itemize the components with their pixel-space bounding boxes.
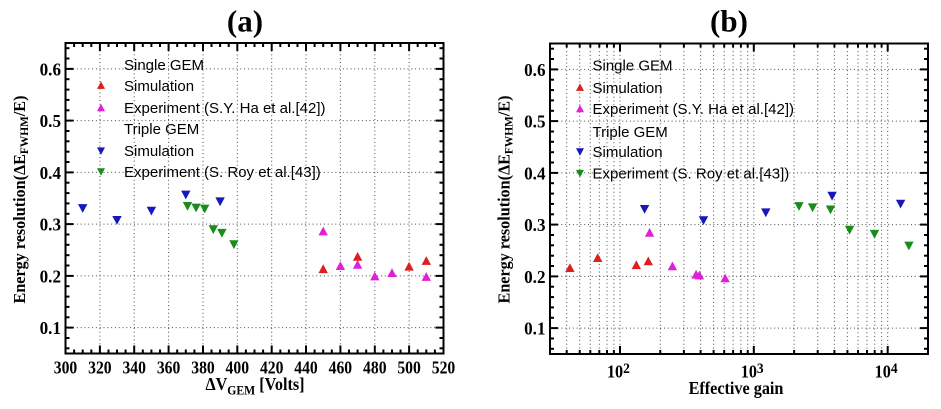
svg-text:Simulation: Simulation bbox=[593, 144, 663, 161]
svg-text:Experiment (S. Roy et al.[43]): Experiment (S. Roy et al.[43]) bbox=[124, 164, 321, 181]
svg-text:420: 420 bbox=[260, 357, 283, 377]
svg-text:480: 480 bbox=[363, 357, 386, 377]
svg-text:0.1: 0.1 bbox=[524, 318, 545, 339]
svg-text:0.1: 0.1 bbox=[40, 318, 61, 339]
svg-text:500: 500 bbox=[397, 357, 420, 377]
svg-text:Triple GEM: Triple GEM bbox=[593, 124, 668, 141]
svg-text:380: 380 bbox=[191, 357, 214, 377]
svg-text:460: 460 bbox=[329, 357, 352, 377]
svg-text:320: 320 bbox=[88, 357, 111, 377]
svg-text:0.2: 0.2 bbox=[40, 266, 62, 287]
svg-text:340: 340 bbox=[122, 357, 145, 377]
svg-text:102: 102 bbox=[607, 360, 630, 381]
svg-text:Single GEM: Single GEM bbox=[593, 58, 673, 75]
svg-text:360: 360 bbox=[157, 357, 180, 377]
svg-text:Simulation: Simulation bbox=[124, 78, 194, 95]
svg-text:0.5: 0.5 bbox=[40, 111, 62, 132]
svg-text:0.3: 0.3 bbox=[40, 214, 62, 235]
svg-text:300: 300 bbox=[54, 357, 77, 377]
svg-text:0.2: 0.2 bbox=[524, 266, 546, 287]
svg-text:0.6: 0.6 bbox=[524, 59, 546, 80]
svg-text:Triple GEM: Triple GEM bbox=[124, 121, 199, 138]
svg-text:0.4: 0.4 bbox=[524, 163, 546, 184]
svg-text:103: 103 bbox=[741, 360, 764, 381]
svg-text:520: 520 bbox=[432, 357, 455, 377]
svg-text:0.6: 0.6 bbox=[40, 59, 62, 80]
svg-text:Effective gain: Effective gain bbox=[689, 378, 784, 398]
svg-text:(a): (a) bbox=[227, 4, 263, 39]
svg-text:Experiment (S.Y. Ha et al.[42]: Experiment (S.Y. Ha et al.[42]) bbox=[124, 100, 325, 117]
svg-text:Simulation: Simulation bbox=[593, 80, 663, 97]
svg-text:0.5: 0.5 bbox=[524, 111, 546, 132]
svg-text:Single GEM: Single GEM bbox=[124, 57, 204, 74]
svg-text:Simulation: Simulation bbox=[124, 143, 194, 160]
svg-text:440: 440 bbox=[294, 357, 317, 377]
svg-text:Experiment (S. Roy et al.[43]): Experiment (S. Roy et al.[43]) bbox=[593, 166, 790, 183]
svg-text:0.4: 0.4 bbox=[40, 162, 62, 183]
svg-text:400: 400 bbox=[226, 357, 249, 377]
svg-text:0.3: 0.3 bbox=[524, 215, 546, 236]
svg-text:(b): (b) bbox=[710, 4, 748, 39]
svg-text:ΔVGEM [Volts]: ΔVGEM [Volts] bbox=[205, 374, 304, 397]
svg-text:Experiment (S.Y. Ha et al.[42]: Experiment (S.Y. Ha et al.[42]) bbox=[593, 101, 794, 118]
svg-text:104: 104 bbox=[875, 360, 898, 381]
